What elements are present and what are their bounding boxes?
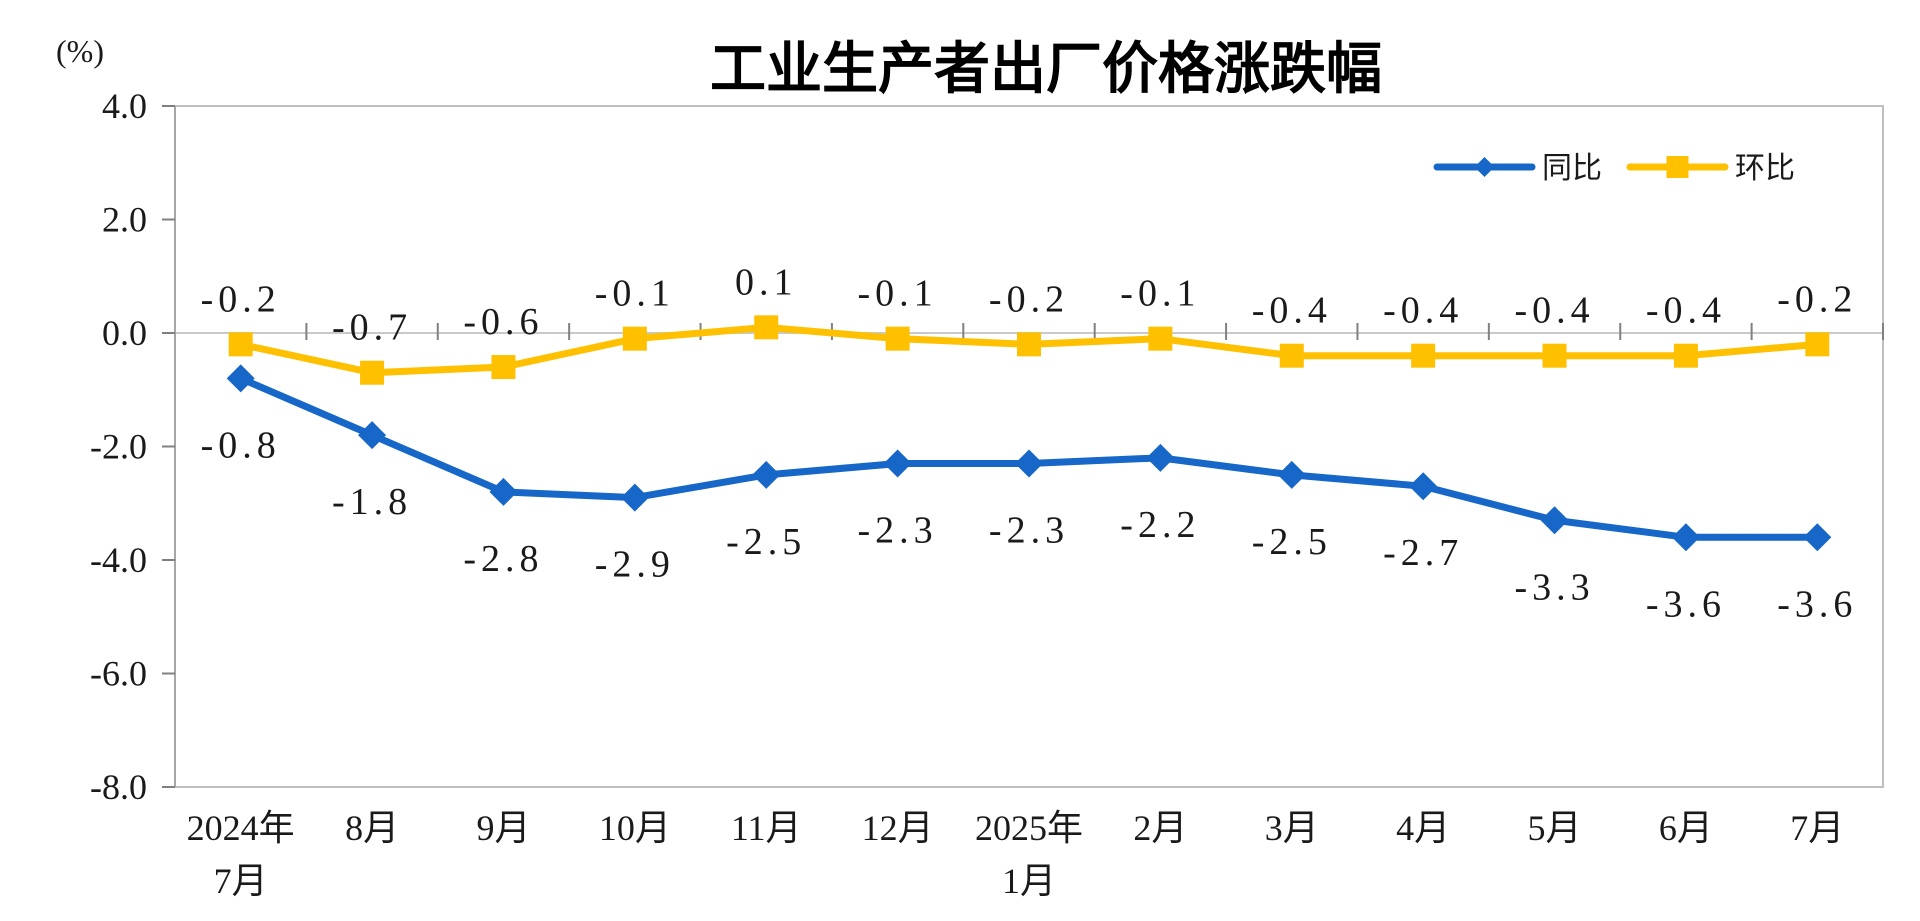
data-point-marker xyxy=(1673,343,1698,368)
data-point-label: -0.2 xyxy=(201,278,281,320)
legend-label: 环比 xyxy=(1735,152,1795,185)
plot-border xyxy=(174,105,1884,788)
data-point-marker xyxy=(228,332,253,357)
x-category-label: 9月 xyxy=(476,808,530,848)
data-point-marker xyxy=(1017,332,1041,357)
x-category-label: 2025年 xyxy=(975,808,1083,848)
data-point-marker xyxy=(360,360,385,385)
series-layer: -0.8 -1.8 -2.8 -2.9 -2.5 -2.3 -2.3 -2.2 -2.5 -2.7… xyxy=(201,261,1857,625)
data-point-marker xyxy=(1540,506,1569,535)
y-tick-label: -8.0 xyxy=(90,767,147,807)
x-category-label: 7月 xyxy=(214,861,268,901)
data-point-label: -3.3 xyxy=(1514,566,1594,608)
data-point-marker xyxy=(358,421,387,450)
x-category-label: 4月 xyxy=(1396,808,1450,848)
data-point-marker xyxy=(1146,443,1175,472)
data-point-label: -2.5 xyxy=(726,521,806,563)
data-point-label: -1.8 xyxy=(332,481,412,523)
y-axis-unit-label: (%) xyxy=(56,33,104,69)
data-point-label: -0.4 xyxy=(1646,290,1726,332)
data-point-label: -0.4 xyxy=(1252,290,1332,332)
legend-marker xyxy=(1666,156,1689,178)
data-point-label: -0.2 xyxy=(989,278,1069,320)
y-tick-label: -6.0 xyxy=(90,654,147,694)
data-point-marker xyxy=(752,460,781,489)
x-category-label: 12月 xyxy=(862,808,934,848)
x-category-label: 11月 xyxy=(731,808,802,848)
data-point-label: -0.1 xyxy=(858,273,938,315)
data-point-marker xyxy=(883,449,912,478)
data-point-marker xyxy=(1542,343,1567,368)
data-point-label: -3.6 xyxy=(1777,583,1857,625)
data-point-marker xyxy=(226,364,255,393)
data-point-marker xyxy=(1805,332,1830,357)
data-point-label: 0.1 xyxy=(735,261,798,303)
data-point-marker xyxy=(754,315,779,340)
legend-item-环比: 环比 xyxy=(1626,152,1795,185)
x-category-label: 5月 xyxy=(1528,808,1582,848)
data-point-label: -0.4 xyxy=(1383,290,1463,332)
y-tick-label: 2.0 xyxy=(102,200,147,240)
x-category-label: 6月 xyxy=(1659,808,1713,848)
data-point-label: -0.6 xyxy=(463,301,543,343)
data-point-marker xyxy=(1671,523,1700,552)
data-point-marker xyxy=(1803,523,1832,552)
data-point-label: -2.2 xyxy=(1120,504,1200,546)
data-point-label: -2.5 xyxy=(1252,521,1332,563)
x-category-label: 7月 xyxy=(1790,808,1844,848)
data-point-label: -0.1 xyxy=(595,273,675,315)
data-point-label: -2.8 xyxy=(463,538,543,580)
data-point-marker xyxy=(1411,343,1436,368)
data-point-marker xyxy=(1015,449,1043,478)
series-同比: -0.8 -1.8 -2.8 -2.9 -2.5 -2.3 -2.3 -2.2 -2.5 -2.7… xyxy=(201,364,1857,625)
data-point-marker xyxy=(622,326,647,351)
y-tick-label: -2.0 xyxy=(90,427,147,467)
x-category-label: 10月 xyxy=(599,808,671,848)
data-point-label: -0.4 xyxy=(1514,290,1594,332)
y-tick-label: 0.0 xyxy=(102,313,147,353)
x-category-label: 8月 xyxy=(345,808,399,848)
legend-marker xyxy=(1474,157,1495,177)
x-category-label: 2月 xyxy=(1133,808,1187,848)
data-point-marker xyxy=(1148,326,1173,351)
chart-title: 工业生产者出厂价格涨跌幅 xyxy=(710,37,1382,100)
legend-label: 同比 xyxy=(1542,152,1602,185)
data-point-label: -2.7 xyxy=(1383,532,1463,574)
y-tick-label: -4.0 xyxy=(90,540,147,580)
data-point-marker xyxy=(491,355,516,380)
data-point-label: -0.8 xyxy=(201,424,281,466)
x-category-label: 1月 xyxy=(1002,861,1056,901)
data-point-label: -2.9 xyxy=(595,544,675,586)
data-point-marker xyxy=(1277,460,1306,489)
data-point-marker xyxy=(1279,343,1304,368)
data-point-marker xyxy=(620,483,649,512)
data-point-label: -0.1 xyxy=(1120,273,1200,315)
data-point-label: -2.3 xyxy=(858,510,938,552)
legend-item-同比: 同比 xyxy=(1433,152,1602,185)
plot-area-layer xyxy=(174,105,1884,788)
data-point-marker xyxy=(489,477,518,506)
data-point-label: -0.7 xyxy=(332,307,412,349)
data-point-marker xyxy=(885,326,910,351)
data-point-label: -0.2 xyxy=(1777,278,1857,320)
axes-layer: 4.0 2.0 0.0 -2.0 -4.0 -6.0 -8.0 2024年 7月 8月 9月 10月 1… xyxy=(90,86,1884,901)
x-category-label: 2024年 xyxy=(187,808,295,848)
series-环比: -0.2 -0.7 -0.6 -0.1 0.1 -0.1 -0.2 -0.1 -0.4 -0.4 -… xyxy=(201,261,1857,385)
legend: 同比 环比 xyxy=(1433,152,1795,185)
y-tick-label: 4.0 xyxy=(102,86,147,126)
data-point-label: -2.3 xyxy=(989,510,1069,552)
x-category-label: 3月 xyxy=(1265,808,1319,848)
data-point-label: -3.6 xyxy=(1646,583,1726,625)
data-point-marker xyxy=(1409,472,1438,501)
